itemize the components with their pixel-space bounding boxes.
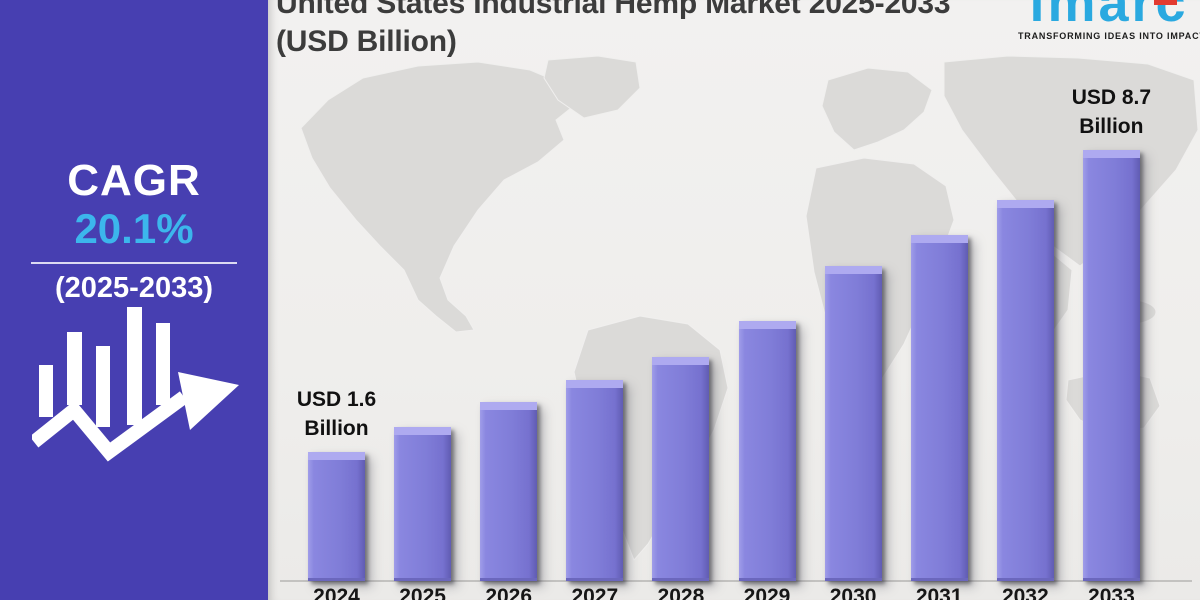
x-tick-2031: 2031: [915, 585, 963, 600]
x-tick-2024: 2024: [313, 585, 360, 600]
x-tick-2026: 2026: [485, 585, 533, 600]
chart-panel: United States Industrial Hemp Market 202…: [268, 0, 1200, 600]
imarc-logo: imarc TRANSFORMING IDEAS INTO IMPACT: [1018, 0, 1200, 48]
cagr-label: CAGR: [67, 156, 201, 205]
bar-2032: [996, 200, 1054, 581]
value-label-2033: USD 8.7 Billion: [1071, 86, 1152, 138]
cagr-period: (2025-2033): [55, 272, 213, 304]
logo-tagline: TRANSFORMING IDEAS INTO IMPACT: [1018, 31, 1200, 41]
cagr-block: CAGR 20.1% (2025-2033): [0, 158, 268, 304]
bar-2031: [910, 235, 968, 581]
growth-arrow-icon: [32, 307, 239, 462]
bar-2024: [308, 452, 365, 581]
x-tick-2033: 2033: [1088, 585, 1135, 600]
bar-2028: [652, 357, 710, 581]
x-tick-2029: 2029: [743, 585, 791, 600]
map-north-america: [300, 61, 577, 333]
cagr-value: 20.1%: [74, 205, 194, 252]
x-axis-line: [280, 580, 1192, 582]
bar-2030: [824, 266, 882, 581]
chart-title: United States Industrial Hemp Market 202…: [276, 0, 951, 58]
bar-2033: [1082, 150, 1140, 581]
value-label-2024: USD 1.6 Billion: [296, 388, 377, 440]
cagr-divider: [31, 262, 237, 264]
map-europe: [821, 67, 933, 151]
logo-brand-text: imarc: [1029, 0, 1189, 33]
bar-2029: [738, 321, 796, 581]
x-tick-2025: 2025: [399, 585, 446, 600]
cagr-sidebar: CAGR 20.1% (2025-2033): [0, 0, 268, 600]
bar-chart: 2024 2025 2026 2027 2028 2029 2030 2031 2032 2033…: [268, 0, 1200, 600]
bar-2027: [566, 380, 624, 581]
x-tick-2032: 2032: [1001, 585, 1049, 600]
x-tick-2030: 2030: [829, 585, 877, 600]
x-tick-2027: 2027: [571, 585, 619, 600]
x-tick-2028: 2028: [657, 585, 705, 600]
bar-2026: [480, 402, 538, 581]
map-greenland: [543, 55, 641, 119]
logo-accent-mark: [1154, 0, 1177, 5]
bar-2025: [394, 427, 452, 581]
